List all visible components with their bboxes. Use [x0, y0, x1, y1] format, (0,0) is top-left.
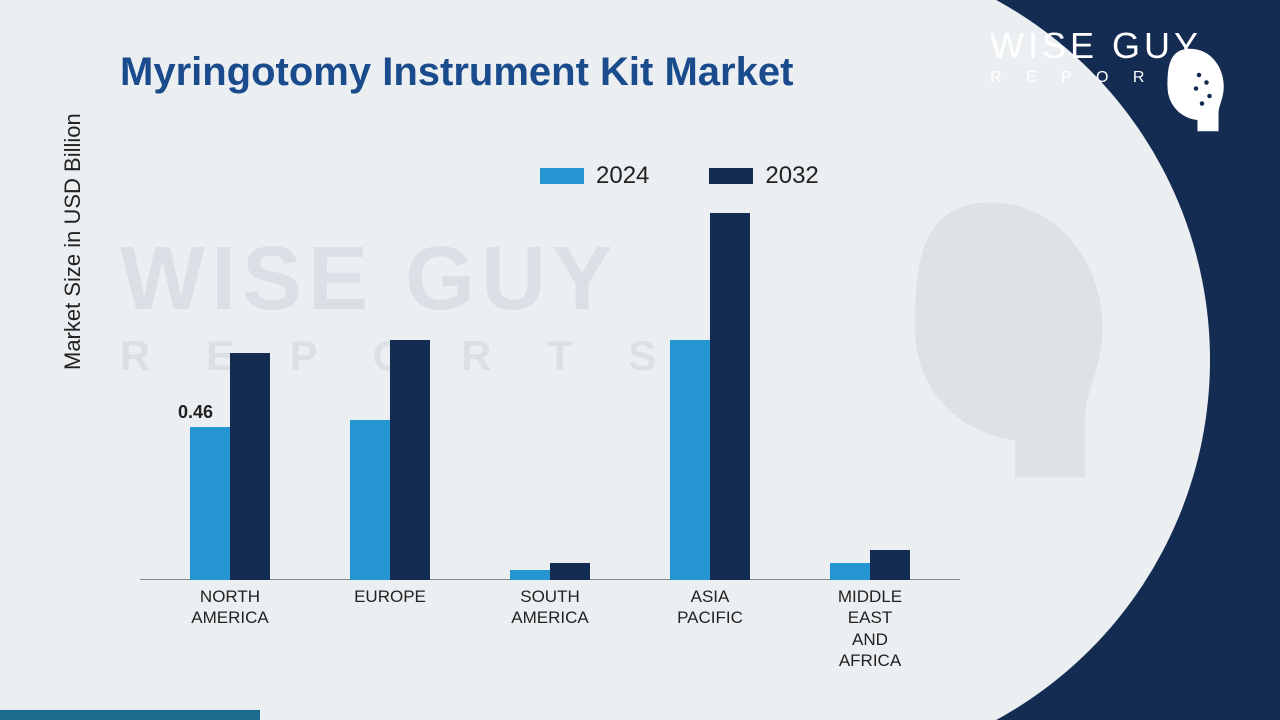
logo-head-icon	[1150, 45, 1230, 135]
x-axis-label: MIDDLEEASTANDAFRICA	[805, 586, 935, 671]
plot-area: 0.46	[140, 180, 960, 580]
bar-2024	[670, 340, 710, 580]
bar-2032	[550, 563, 590, 580]
y-axis-label: Market Size in USD Billion	[60, 113, 86, 370]
page: WISE GUY R E P O R T S Myringotomy Instr…	[0, 0, 1280, 720]
data-label: 0.46	[178, 402, 213, 423]
bar-2032	[230, 353, 270, 580]
x-axis-label: EUROPE	[325, 586, 455, 607]
bar-2032	[870, 550, 910, 580]
bar-2032	[390, 340, 430, 580]
brand-logo: WISE GUY R E P O R T S	[990, 25, 1250, 87]
bar-2024	[830, 563, 870, 580]
x-labels: NORTHAMERICA EUROPE SOUTHAMERICA ASIAPACIFI…	[140, 580, 960, 700]
bar-2024	[510, 570, 550, 580]
x-axis-label: SOUTHAMERICA	[485, 586, 615, 629]
x-axis-label: NORTHAMERICA	[165, 586, 295, 629]
bottom-accent-bar	[0, 710, 260, 720]
bar-2024	[350, 420, 390, 580]
chart: Market Size in USD Billion 20242032 0.46…	[60, 140, 960, 700]
bar-2032	[710, 213, 750, 580]
chart-title: Myringotomy Instrument Kit Market	[120, 50, 793, 95]
x-axis-label: ASIAPACIFIC	[645, 586, 775, 629]
bar-2024	[190, 427, 230, 580]
